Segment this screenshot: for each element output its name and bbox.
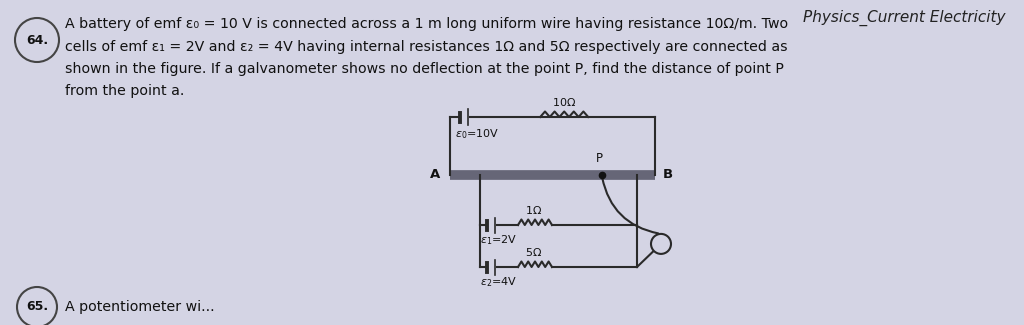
Text: shown in the figure. If a galvanometer shows no deflection at the point P, find : shown in the figure. If a galvanometer s… xyxy=(65,62,784,76)
Text: B: B xyxy=(663,168,673,181)
Text: 5$\Omega$: 5$\Omega$ xyxy=(525,246,543,258)
Text: 1$\Omega$: 1$\Omega$ xyxy=(525,204,543,216)
Text: from the point a.: from the point a. xyxy=(65,84,184,98)
Text: P: P xyxy=(596,152,603,165)
Text: 65.: 65. xyxy=(26,301,48,314)
Text: A potentiometer wi...: A potentiometer wi... xyxy=(65,300,215,314)
Circle shape xyxy=(651,234,671,254)
Text: 10$\Omega$: 10$\Omega$ xyxy=(552,96,577,108)
Circle shape xyxy=(17,287,57,325)
Text: A battery of emf ε₀ = 10 V is connected across a 1 m long uniform wire having re: A battery of emf ε₀ = 10 V is connected … xyxy=(65,17,788,31)
Text: A: A xyxy=(430,168,440,181)
Text: 64.: 64. xyxy=(26,33,48,46)
Text: $\varepsilon_1$=2V: $\varepsilon_1$=2V xyxy=(480,233,517,247)
Text: cells of emf ε₁ = 2V and ε₂ = 4V having internal resistances 1Ω and 5Ω respectiv: cells of emf ε₁ = 2V and ε₂ = 4V having … xyxy=(65,40,787,54)
Text: $\varepsilon_2$=4V: $\varepsilon_2$=4V xyxy=(480,275,517,289)
Text: Physics_Current Electricity: Physics_Current Electricity xyxy=(803,10,1005,26)
Text: G: G xyxy=(657,239,665,249)
Circle shape xyxy=(15,18,59,62)
Text: $\varepsilon_0$=10V: $\varepsilon_0$=10V xyxy=(455,127,500,141)
